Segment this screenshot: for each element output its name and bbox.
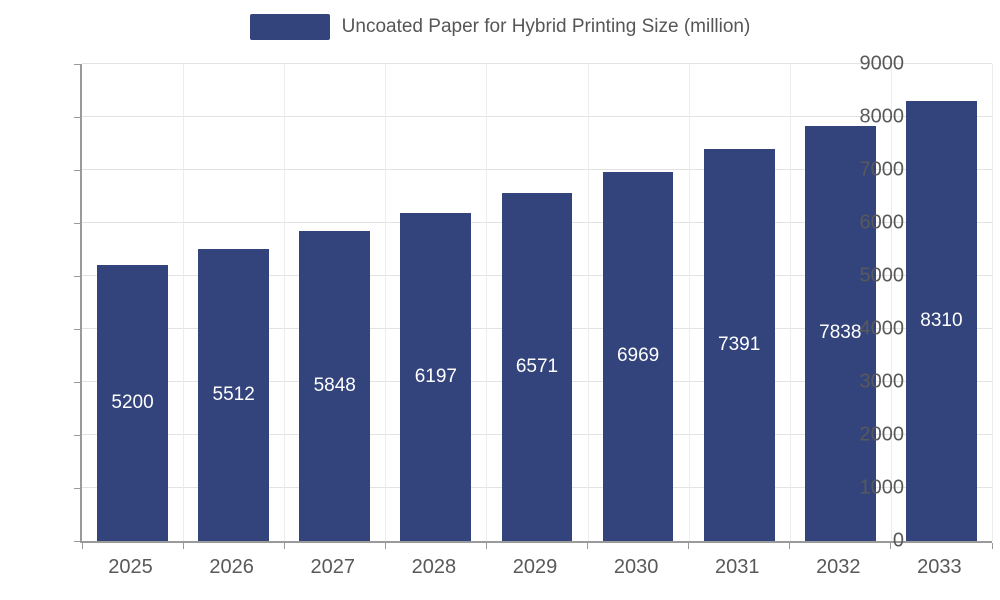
bar-band: 5200 bbox=[82, 64, 183, 541]
y-axis-tick bbox=[74, 275, 80, 277]
y-axis-tick bbox=[74, 63, 80, 65]
x-axis-tick bbox=[890, 543, 892, 549]
gridline-horizontal bbox=[82, 116, 992, 117]
x-axis-label-2026: 2026 bbox=[209, 556, 254, 578]
y-axis-tick bbox=[74, 381, 80, 383]
x-axis-tick bbox=[587, 543, 589, 549]
gridline-vertical bbox=[486, 64, 488, 541]
y-axis-label: 7000 bbox=[859, 158, 905, 181]
x-axis-tick bbox=[991, 543, 993, 549]
bar-value-label: 5512 bbox=[212, 383, 255, 405]
y-axis-label: 6000 bbox=[859, 211, 905, 234]
y-axis-tick bbox=[74, 328, 80, 330]
y-axis-label: 1000 bbox=[859, 476, 905, 499]
bar-2030: 6969 bbox=[602, 171, 674, 541]
y-axis-label: 2000 bbox=[859, 423, 905, 446]
gridline-vertical bbox=[284, 64, 286, 541]
gridline-horizontal bbox=[82, 63, 992, 64]
bar-2031: 7391 bbox=[703, 149, 775, 541]
bar-band: 6197 bbox=[385, 64, 486, 541]
gridline-vertical bbox=[890, 64, 892, 541]
x-axis-label-2031: 2031 bbox=[714, 556, 760, 578]
y-axis-tick bbox=[74, 487, 80, 489]
x-axis-label-2027: 2027 bbox=[310, 556, 356, 578]
x-axis-tick bbox=[384, 543, 386, 549]
x-axis-tick bbox=[485, 543, 487, 549]
x-axis-label-2029: 2029 bbox=[512, 556, 558, 578]
y-axis-tick bbox=[74, 116, 80, 118]
gridline-vertical bbox=[688, 64, 690, 541]
plot-area: 5200 5512 5848 6197 6571 6969 7391 7838 8310 bbox=[74, 63, 993, 549]
y-axis-label: 8000 bbox=[859, 105, 905, 128]
gridline-vertical bbox=[587, 64, 589, 541]
bar-value-label: 7391 bbox=[718, 334, 761, 356]
bar-2025: 5200 bbox=[97, 265, 168, 541]
x-axis-tick bbox=[182, 543, 184, 549]
bar-2032: 7838 bbox=[804, 125, 876, 541]
bar-value-label: 5848 bbox=[313, 375, 356, 397]
bar-band: 6571 bbox=[486, 64, 587, 541]
gridline-vertical bbox=[183, 64, 185, 541]
bar-band: 5512 bbox=[183, 64, 284, 541]
gridline-vertical bbox=[385, 64, 387, 541]
y-axis-label: 3000 bbox=[859, 370, 905, 393]
y-axis-label: 9000 bbox=[859, 52, 905, 75]
bar-2033: 8310 bbox=[906, 100, 977, 541]
legend-swatch bbox=[249, 14, 330, 40]
bar-value-label: 6571 bbox=[515, 355, 559, 377]
bar-2028: 6197 bbox=[400, 212, 472, 541]
bar-band: 7391 bbox=[689, 64, 790, 541]
y-axis-label: 4000 bbox=[859, 317, 905, 340]
bar-value-label: 6197 bbox=[414, 365, 457, 387]
y-axis-tick bbox=[74, 222, 80, 224]
x-axis-labels: 2025 2026 2027 2028 2029 2030 2031 2032 2033 bbox=[80, 556, 990, 579]
gridline-vertical bbox=[992, 64, 993, 541]
x-axis-tick bbox=[283, 543, 285, 549]
bar-band: 6969 bbox=[588, 64, 689, 541]
y-axis-label: 5000 bbox=[859, 264, 905, 287]
x-axis-tick bbox=[789, 543, 791, 549]
y-axis-tick bbox=[74, 540, 80, 542]
bar-value-label: 6969 bbox=[616, 345, 660, 367]
y-axis-label: 0 bbox=[892, 529, 904, 552]
bar-band: 5848 bbox=[284, 64, 385, 541]
bar-value-label: 5200 bbox=[111, 392, 154, 414]
x-axis-tick bbox=[81, 543, 83, 549]
bar-value-label: 7838 bbox=[819, 322, 862, 344]
legend-label: Uncoated Paper for Hybrid Printing Size … bbox=[341, 16, 751, 37]
chart-legend[interactable]: Uncoated Paper for Hybrid Printing Size … bbox=[0, 14, 1000, 40]
x-axis-tick bbox=[688, 543, 690, 549]
x-axis-label-2032: 2032 bbox=[816, 556, 861, 578]
bar-band: 8310 bbox=[891, 64, 992, 541]
bar-value-label: 8310 bbox=[920, 309, 963, 331]
y-axis-tick bbox=[74, 434, 80, 436]
bar-2026: 5512 bbox=[198, 248, 270, 541]
x-axis-label-2028: 2028 bbox=[411, 556, 457, 578]
x-axis-label-2033: 2033 bbox=[917, 556, 962, 578]
x-axis-label-2030: 2030 bbox=[613, 556, 659, 578]
bar-band: 7838 bbox=[790, 64, 891, 541]
bar-2029: 6571 bbox=[501, 192, 573, 541]
gridline-horizontal bbox=[82, 169, 992, 170]
y-axis-tick bbox=[74, 169, 80, 171]
gridline-vertical bbox=[789, 64, 791, 541]
x-axis-label-2025: 2025 bbox=[108, 556, 153, 578]
bar-2027: 5848 bbox=[299, 231, 371, 541]
